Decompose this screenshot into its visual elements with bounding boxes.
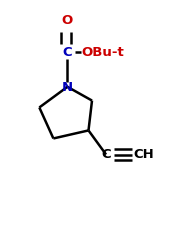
Text: CH: CH bbox=[133, 148, 154, 161]
Text: O: O bbox=[62, 14, 73, 27]
Text: C: C bbox=[101, 148, 111, 161]
Text: N: N bbox=[62, 82, 73, 94]
Text: C: C bbox=[63, 46, 72, 59]
Text: OBu-t: OBu-t bbox=[81, 46, 124, 59]
